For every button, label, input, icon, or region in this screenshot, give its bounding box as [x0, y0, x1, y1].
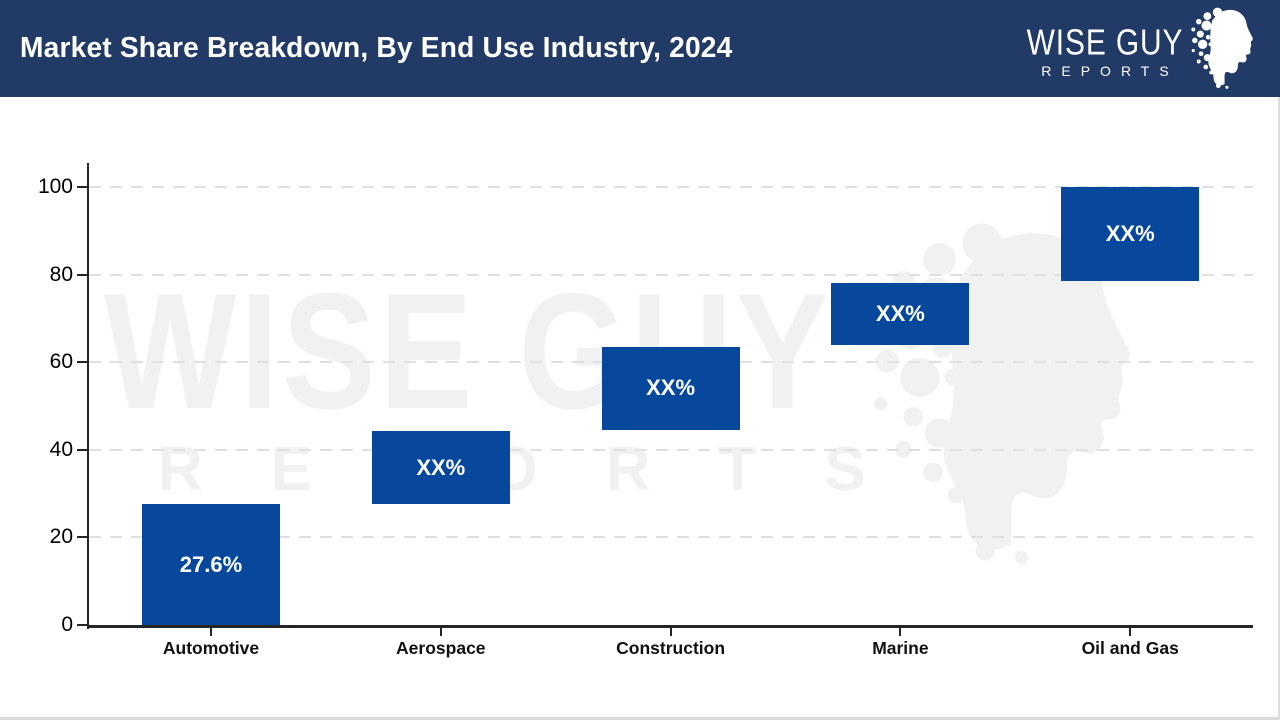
page-title: Market Share Breakdown, By End Use Indus…: [20, 32, 733, 64]
logo-subtitle: REPORTS: [1041, 62, 1179, 79]
x-tick-construction: [669, 628, 672, 636]
gridline-20: [89, 536, 1253, 539]
bar-marine: XX%: [831, 282, 970, 346]
gridline-80: [89, 273, 1253, 276]
category-label-construction: Construction: [616, 638, 726, 658]
y-tick-label-20: 20: [49, 525, 73, 549]
category-label-automotive: Automotive: [162, 638, 260, 658]
bar-automotive: 27.6%: [142, 504, 280, 625]
category-label-aerospace: Aerospace: [396, 638, 486, 658]
bar-oil-and-gas: XX%: [1061, 187, 1200, 282]
y-axis-line: [87, 163, 89, 629]
y-tick-label-80: 80: [49, 262, 73, 286]
y-tick-80: [77, 273, 87, 276]
plot-area: WISE GUY REPORTS 0 20 40 60 80 100 27.6% XX% XX…: [0, 97, 1280, 720]
y-tick-60: [77, 361, 87, 364]
bar-value-label: XX%: [1105, 221, 1155, 247]
dotted-head-icon: [1180, 6, 1266, 92]
x-tick-automotive: [210, 628, 212, 636]
wise-guy-logo: WISE GUY REPORTS: [1016, 6, 1266, 92]
x-axis-line: [87, 625, 1253, 628]
logo-text: WISE GUY REPORTS: [1016, 22, 1194, 79]
category-label-oil-and-gas: Oil and Gas: [1081, 638, 1179, 658]
category-label-marine: Marine: [872, 638, 929, 658]
y-tick-100: [77, 186, 87, 188]
gridline-40: [89, 448, 1253, 451]
gridline-100: [89, 186, 1253, 188]
y-tick-0: [77, 624, 87, 626]
x-tick-oil-and-gas: [1129, 628, 1132, 636]
y-tick-20: [77, 536, 87, 539]
bar-value-label: 27.6%: [179, 551, 243, 577]
header-bar: Market Share Breakdown, By End Use Indus…: [0, 0, 1280, 97]
x-tick-aerospace: [439, 628, 442, 636]
y-tick-label-40: 40: [49, 437, 73, 461]
bar-construction: XX%: [601, 346, 740, 431]
bar-value-label: XX%: [646, 375, 696, 401]
bar-value-label: XX%: [875, 301, 925, 327]
y-tick-label-60: 60: [49, 350, 73, 374]
bar-aerospace: XX%: [371, 430, 510, 505]
x-tick-marine: [899, 628, 902, 636]
y-tick-40: [77, 448, 87, 451]
logo-wordmark: WISE GUY: [1026, 22, 1184, 63]
y-tick-label-0: 0: [61, 613, 73, 636]
watermark-subtitle: REPORTS: [158, 435, 934, 504]
bar-value-label: XX%: [416, 454, 466, 480]
y-tick-label-100: 100: [37, 175, 73, 198]
